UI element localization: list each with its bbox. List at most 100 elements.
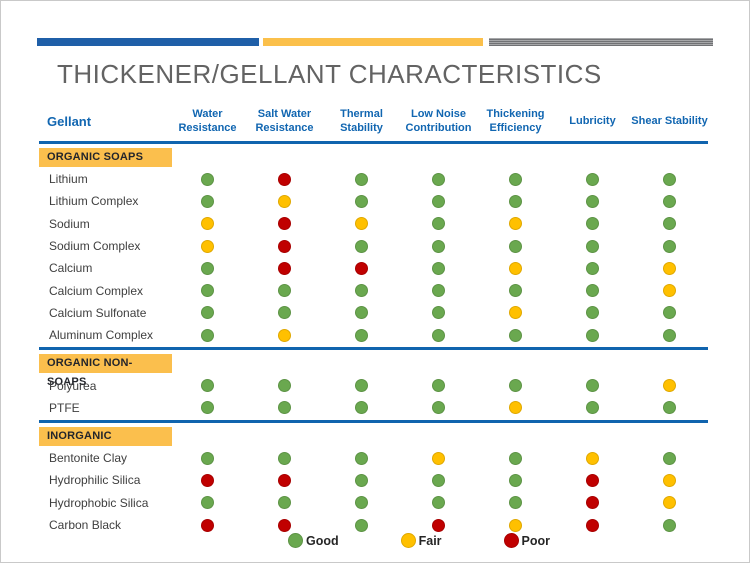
rating-cell [400, 492, 477, 514]
rating-cell [246, 374, 323, 396]
legend: Good Fair Poor [1, 533, 749, 548]
rating-cell [477, 279, 554, 301]
section-header: INORGANIC [39, 426, 172, 446]
rating-cell [246, 492, 323, 514]
column-header-4: Low Noise Contribution [405, 108, 472, 134]
rating-cell [246, 397, 323, 419]
legend-item: Fair [400, 533, 442, 548]
table-row: Lithium Complex [39, 190, 708, 212]
rating-cell [631, 447, 708, 469]
row-label: Bentonite Clay [49, 451, 128, 466]
legend-label: Good [305, 533, 339, 548]
table-row: Lithium [39, 168, 708, 190]
rating-cell [554, 168, 631, 190]
rating-cell [323, 514, 400, 536]
row-label: PTFE [49, 400, 80, 415]
row-label: Polyurea [49, 378, 97, 393]
rating-cell [631, 374, 708, 396]
poor-rating-dot [278, 172, 291, 186]
row-label: Sodium [49, 216, 90, 231]
poor-rating-dot [278, 261, 291, 275]
good-rating-dot [432, 284, 445, 298]
good-rating-dot [509, 194, 522, 208]
table-row: Calcium Complex [39, 279, 708, 301]
rating-cell [631, 235, 708, 257]
fair-rating-dot [663, 473, 676, 487]
rating-cell [554, 257, 631, 279]
good-rating-dot [509, 328, 522, 342]
poor-rating-dot [586, 473, 599, 487]
rating-cell [477, 469, 554, 491]
rating-cell [400, 397, 477, 419]
column-header-1: Water Resistance [178, 108, 237, 134]
good-rating-dot [586, 328, 599, 342]
rating-cell [246, 279, 323, 301]
poor-rating-dot [278, 239, 291, 253]
good-rating-dot [509, 451, 522, 465]
rating-cell [400, 235, 477, 257]
rating-cell [169, 397, 246, 419]
good-rating-dot [355, 379, 368, 393]
table-row: Calcium Sulfonate [39, 302, 708, 324]
rating-cell [400, 279, 477, 301]
rating-cell [477, 190, 554, 212]
column-header-5: Thickening Efficiency [486, 108, 545, 134]
rating-cell [477, 235, 554, 257]
section-header: ORGANIC NON-SOAPS [39, 354, 172, 388]
rating-cell [400, 257, 477, 279]
rating-cell [246, 190, 323, 212]
good-rating-dot [586, 284, 599, 298]
rating-cell [631, 168, 708, 190]
rating-cell [400, 190, 477, 212]
table-row: PTFE [39, 397, 708, 419]
good-rating-dot [586, 306, 599, 320]
rating-cell [631, 469, 708, 491]
rating-cell [169, 257, 246, 279]
rating-cell [477, 257, 554, 279]
rating-cell [323, 447, 400, 469]
rating-cell [400, 302, 477, 324]
poor-rating-dot [586, 518, 599, 532]
rating-cell [631, 302, 708, 324]
rating-cell [169, 190, 246, 212]
legend-label: Poor [521, 533, 551, 548]
rating-cell [169, 374, 246, 396]
rating-cell [631, 213, 708, 235]
good-rating-dot [432, 496, 445, 510]
good-rating-dot [586, 239, 599, 253]
rating-cell [169, 514, 246, 536]
row-label: Lithium Complex [49, 194, 139, 209]
rating-cell [323, 235, 400, 257]
good-rating-dot [355, 328, 368, 342]
rating-cell [554, 469, 631, 491]
rating-cell [246, 213, 323, 235]
table-row: Carbon Black [39, 514, 708, 536]
row-label: Calcium Sulfonate [49, 305, 147, 320]
fair-rating-dot [663, 496, 676, 510]
rating-cell [477, 447, 554, 469]
rating-cell [400, 374, 477, 396]
rating-cell [169, 492, 246, 514]
good-rating-dot [201, 379, 214, 393]
good-rating-dot [278, 496, 291, 510]
poor-rating-dot [278, 217, 291, 231]
good-rating-dot [432, 379, 445, 393]
rating-cell [246, 168, 323, 190]
table-row: Hydrophobic Silica [39, 492, 708, 514]
good-rating-dot [432, 473, 445, 487]
fair-rating-dot [663, 261, 676, 275]
rating-cell [631, 324, 708, 346]
rating-cell [554, 492, 631, 514]
fair-rating-dot [586, 451, 599, 465]
legend-good-dot [287, 533, 303, 548]
column-header-3: Thermal Stability [340, 108, 383, 134]
good-rating-dot [355, 172, 368, 186]
row-label: Aluminum Complex [49, 328, 154, 343]
poor-rating-dot [432, 518, 445, 532]
good-rating-dot [201, 194, 214, 208]
good-rating-dot [586, 217, 599, 231]
good-rating-dot [201, 306, 214, 320]
good-rating-dot [355, 239, 368, 253]
rating-cell [169, 302, 246, 324]
good-rating-dot [278, 379, 291, 393]
